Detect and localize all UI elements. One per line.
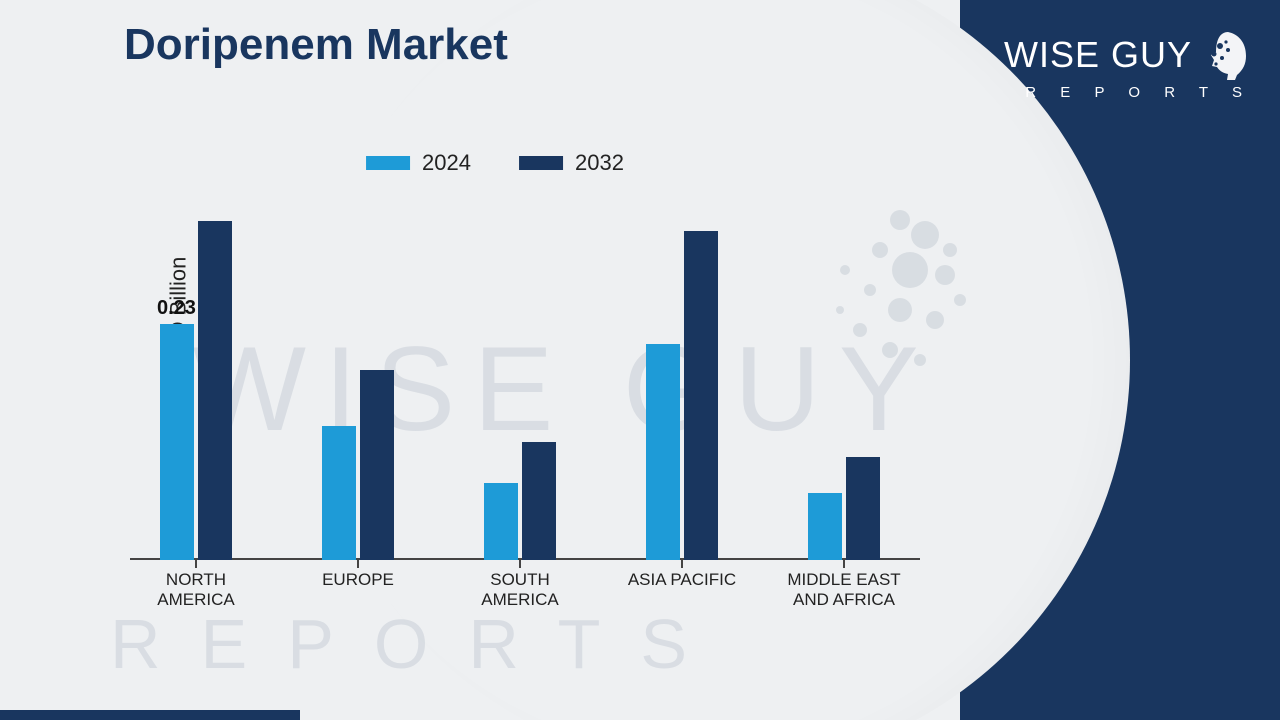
x-tick xyxy=(357,560,359,568)
chart-area: Market Size in USD Billion 2024 2032 NOR… xyxy=(60,150,930,620)
legend-swatch-2024 xyxy=(366,156,410,170)
legend-item-2024: 2024 xyxy=(366,150,471,176)
x-tick xyxy=(843,560,845,568)
bottom-accent-bar xyxy=(0,710,300,720)
logo-line2: R E P O R T S xyxy=(1004,84,1252,101)
bar xyxy=(360,370,394,560)
legend: 2024 2032 xyxy=(366,150,624,176)
category-label: NORTH AMERICA xyxy=(126,570,266,611)
chart-title: Doripenem Market xyxy=(124,20,508,70)
category-label: SOUTH AMERICA xyxy=(450,570,590,611)
x-tick xyxy=(681,560,683,568)
right-panel xyxy=(960,0,1280,720)
legend-label-2032: 2032 xyxy=(575,150,624,176)
value-label: 0.23 xyxy=(157,297,196,320)
brand-logo: WISE GUY R E P O R T S xyxy=(1004,28,1252,101)
bar-group: ASIA PACIFIC xyxy=(646,231,718,560)
legend-item-2032: 2032 xyxy=(519,150,624,176)
x-tick xyxy=(195,560,197,568)
bar-group: NORTH AMERICA xyxy=(160,221,232,560)
category-label: MIDDLE EAST AND AFRICA xyxy=(774,570,914,611)
bar-group: SOUTH AMERICA xyxy=(484,442,556,560)
legend-label-2024: 2024 xyxy=(422,150,471,176)
bar xyxy=(160,324,194,560)
bar xyxy=(198,221,232,560)
plot-area: NORTH AMERICA EUROPE SOUTH AMERICA ASIA PAC… xyxy=(130,190,920,560)
bar xyxy=(808,493,842,560)
category-label: EUROPE xyxy=(288,570,428,590)
bar-group: MIDDLE EAST AND AFRICA xyxy=(808,457,880,560)
bar-group: EUROPE xyxy=(322,370,394,560)
bar xyxy=(522,442,556,560)
legend-swatch-2032 xyxy=(519,156,563,170)
head-icon xyxy=(1198,28,1252,82)
category-label: ASIA PACIFIC xyxy=(612,570,752,590)
logo-line1: WISE GUY xyxy=(1004,37,1192,73)
bar xyxy=(322,426,356,560)
bar xyxy=(646,344,680,560)
x-tick xyxy=(519,560,521,568)
bar xyxy=(846,457,880,560)
bar xyxy=(484,483,518,560)
bar xyxy=(684,231,718,560)
